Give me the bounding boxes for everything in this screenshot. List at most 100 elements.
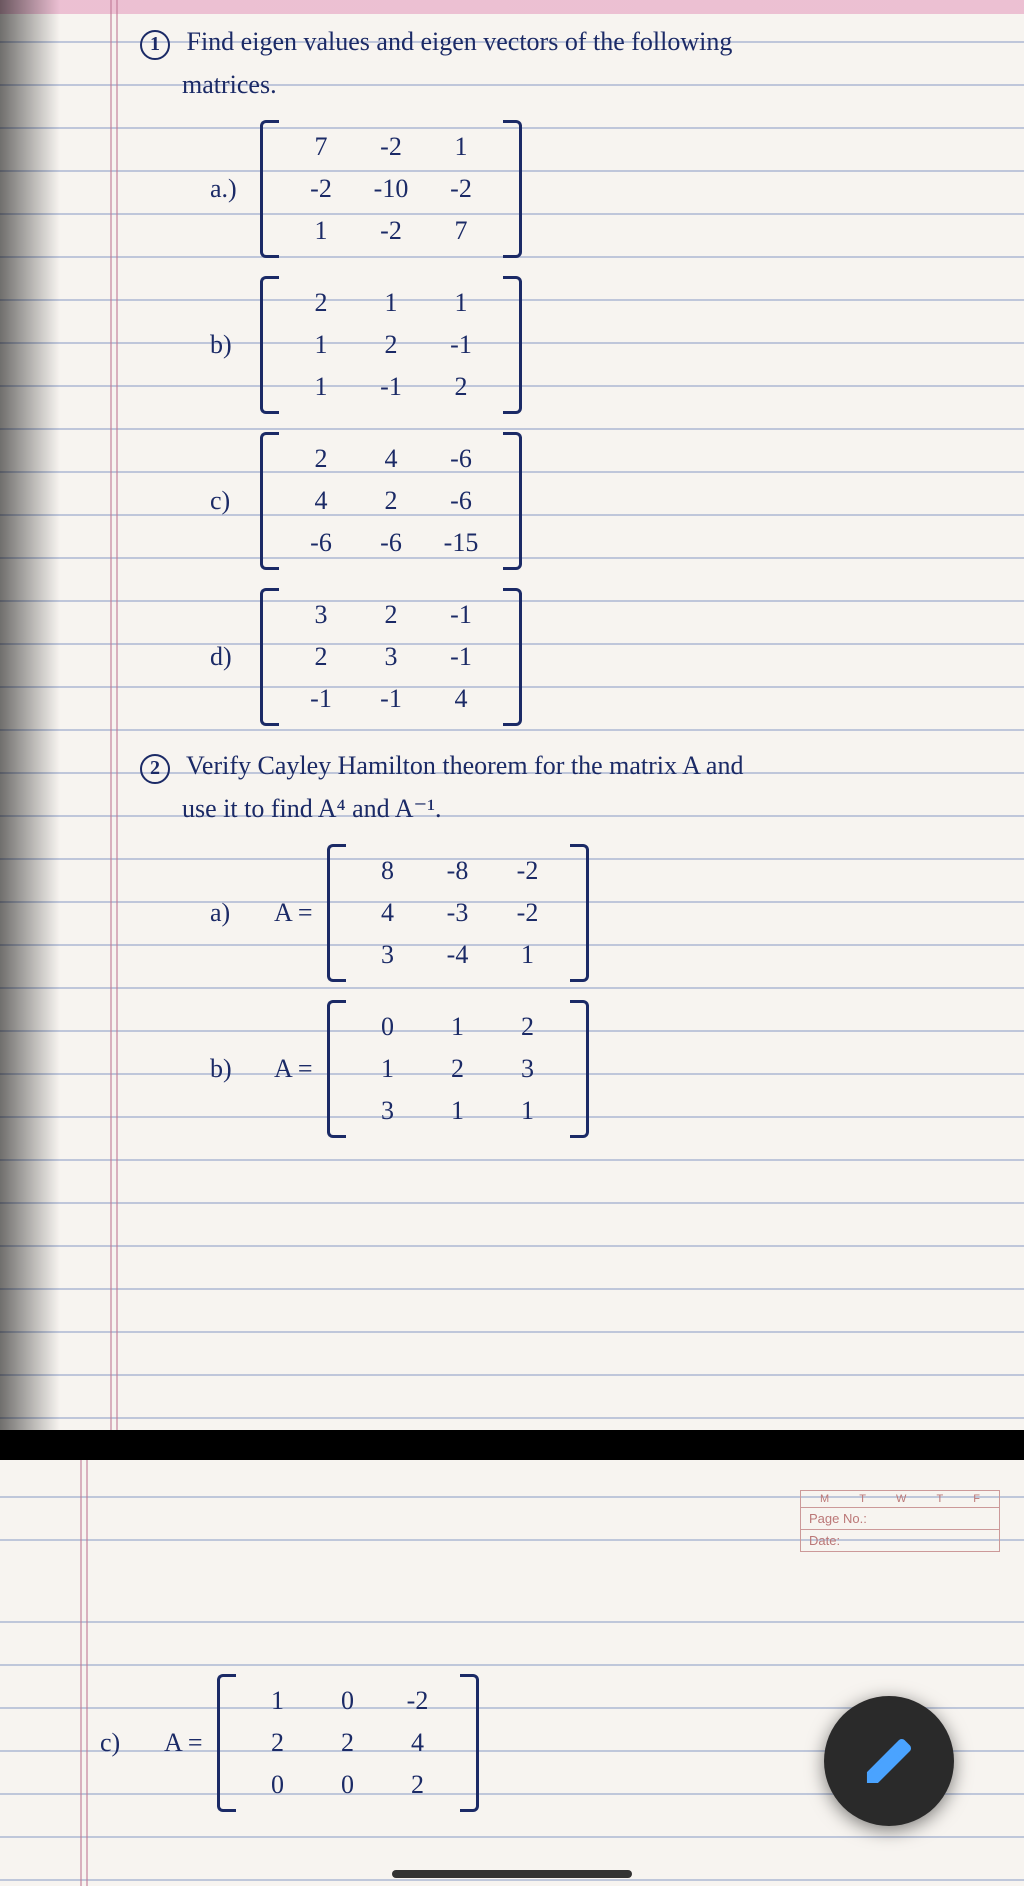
cell: 0 [243,1764,313,1806]
cell: 4 [286,480,356,522]
cell: 0 [313,1680,383,1722]
q1c-label: c) [210,486,260,516]
q1a: a.) 7-21 -2-10-2 1-27 [210,120,984,258]
cell: 2 [426,366,496,408]
cell: -2 [356,210,426,252]
q2b-lhs: A = [274,1054,313,1084]
cell: -1 [356,678,426,720]
q2-text-line1: Verify Cayley Hamilton theorem for the m… [186,751,743,780]
cell: -1 [426,636,496,678]
cell: 4 [426,678,496,720]
cell: -10 [356,168,426,210]
cell: 1 [426,282,496,324]
q2a-matrix: 8-8-2 4-3-2 3-41 [327,844,589,982]
cell: -2 [493,850,563,892]
cell: 0 [353,1006,423,1048]
q2c-matrix: 10-2 224 002 [217,1674,479,1812]
cell: 1 [423,1090,493,1132]
cell: -2 [493,892,563,934]
page1-content: 1 Find eigen values and eigen vectors of… [140,20,984,1156]
cell: 2 [243,1722,313,1764]
cell: -4 [423,934,493,976]
cell: 2 [313,1722,383,1764]
q1d-label: d) [210,642,260,672]
q2a-lhs: A = [274,898,313,928]
cell: -6 [426,480,496,522]
cell: -2 [286,168,356,210]
notebook-page-2: M T W T F Page No.: Date: c) A = 10-2 22… [0,1460,1024,1886]
date-label: Date: [801,1530,999,1551]
cell: 2 [286,438,356,480]
q2-heading: 2 Verify Cayley Hamilton theorem for the… [140,744,984,787]
home-indicator [392,1870,632,1878]
cell: 2 [383,1764,453,1806]
cell: -8 [423,850,493,892]
cell: -3 [423,892,493,934]
cell: 2 [286,282,356,324]
cell: 2 [356,594,426,636]
cell: 7 [286,126,356,168]
q1-text-line2: matrices. [140,63,984,106]
page-no-label: Page No.: [801,1508,999,1530]
q1d-matrix: 32-1 23-1 -1-14 [260,588,522,726]
q2b-label: b) [210,1054,260,1084]
top-pink-band [0,0,1024,14]
cell: 2 [493,1006,563,1048]
left-margin-rule [80,1460,88,1886]
q2c: c) A = 10-2 224 002 [100,1674,479,1812]
cell: 2 [356,324,426,366]
edit-button[interactable] [824,1696,954,1826]
cell: 3 [356,636,426,678]
left-margin-rule [110,0,118,1430]
q2c-label: c) [100,1728,150,1758]
cell: 1 [286,324,356,366]
cell: 1 [353,1048,423,1090]
cell: 3 [353,934,423,976]
cell: -2 [383,1680,453,1722]
cell: -1 [426,594,496,636]
q1c-matrix: 24-6 42-6 -6-6-15 [260,432,522,570]
cell: 1 [286,210,356,252]
cell: -15 [426,522,496,564]
cell: -1 [356,366,426,408]
cell: 1 [493,1090,563,1132]
cell: 2 [423,1048,493,1090]
q1-heading: 1 Find eigen values and eigen vectors of… [140,20,984,63]
page-gap [0,1430,1024,1460]
day: T [936,1493,943,1505]
cell: 1 [493,934,563,976]
cell: -6 [426,438,496,480]
cell: 1 [286,366,356,408]
cell: 2 [356,480,426,522]
q1b: b) 211 12-1 1-12 [210,276,984,414]
q1-number: 1 [140,30,170,60]
cell: -2 [426,168,496,210]
cell: 4 [353,892,423,934]
day: M [820,1493,829,1505]
q1-text-line1: Find eigen values and eigen vectors of t… [187,27,733,56]
cell: 3 [286,594,356,636]
cell: -1 [286,678,356,720]
cell: -2 [356,126,426,168]
edit-icon [862,1734,916,1788]
cell: 1 [423,1006,493,1048]
q1a-label: a.) [210,174,260,204]
q1d: d) 32-1 23-1 -1-14 [210,588,984,726]
cell: 1 [243,1680,313,1722]
cell: 3 [493,1048,563,1090]
q1c: c) 24-6 42-6 -6-6-15 [210,432,984,570]
cell: 8 [353,850,423,892]
day: T [859,1493,866,1505]
notebook-page-1: 1 Find eigen values and eigen vectors of… [0,0,1024,1430]
cell: -6 [356,522,426,564]
q2-number: 2 [140,754,170,784]
cell: -1 [426,324,496,366]
cell: 2 [286,636,356,678]
day: F [973,1493,980,1505]
q1a-matrix: 7-21 -2-10-2 1-27 [260,120,522,258]
page2-content: c) A = 10-2 224 002 [100,1660,479,1830]
cell: 1 [356,282,426,324]
spine-shadow [0,0,60,1430]
cell: 3 [353,1090,423,1132]
q1b-matrix: 211 12-1 1-12 [260,276,522,414]
